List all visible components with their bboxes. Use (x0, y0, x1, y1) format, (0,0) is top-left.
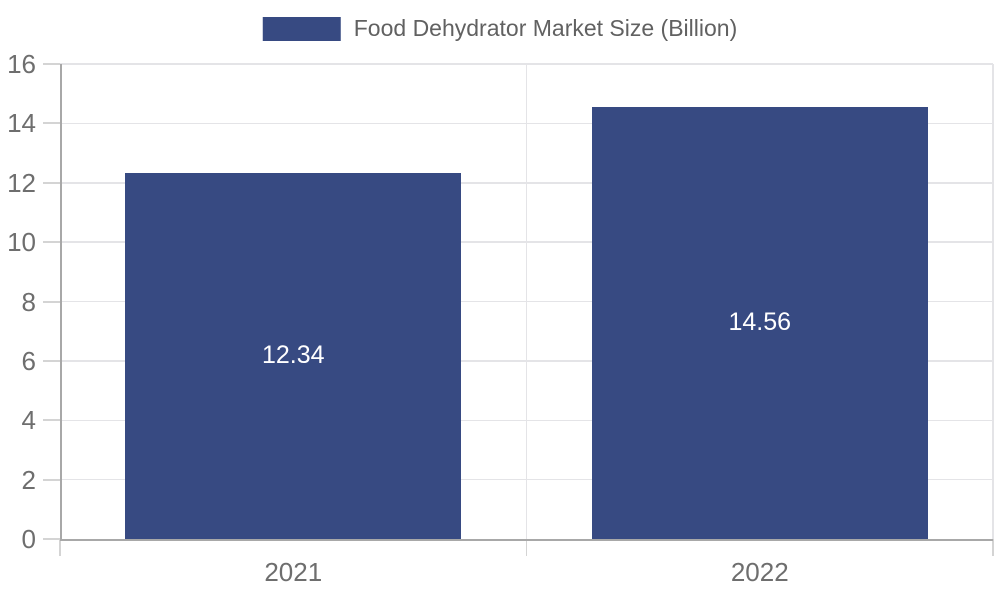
y-tick (43, 359, 60, 362)
x-tick (992, 539, 994, 556)
x-axis-line (60, 539, 993, 541)
plot-area: 12.34 2021 14.56 2022 (43, 63, 994, 587)
chart-legend[interactable]: Food Dehydrator Market Size (Billion) (262, 15, 738, 42)
x-tick-label: 2021 (264, 557, 323, 587)
x-tick (525, 539, 528, 556)
x-tick (59, 539, 61, 556)
legend-swatch-icon (262, 16, 341, 41)
legend-label: Food Dehydrator Market Size (Billion) (353, 15, 738, 41)
y-tick-label: 12 (7, 167, 36, 198)
y-tick-label: 14 (7, 108, 36, 139)
y-tick-label: 8 (21, 286, 36, 317)
y-tick (43, 122, 60, 125)
y-tick-label: 16 (7, 49, 36, 79)
y-tick-label: 4 (21, 405, 36, 436)
y-tick (43, 181, 60, 184)
x-gridline (525, 64, 528, 539)
bar-2021[interactable]: 12.34 (125, 172, 462, 539)
y-tick-label: 6 (21, 345, 36, 376)
y-axis-line (60, 64, 62, 539)
y-tick-label: 10 (7, 227, 36, 258)
bar-value-label: 12.34 (261, 341, 325, 370)
x-gridline (992, 64, 994, 539)
bar-value-label: 14.56 (728, 308, 792, 337)
y-tick (43, 419, 60, 422)
bar-2022[interactable]: 14.56 (591, 106, 928, 539)
y-axis-labels: 0 2 4 6 8 10 12 14 16 (0, 49, 36, 554)
y-tick-label: 0 (21, 524, 36, 554)
y-tick-label: 2 (21, 464, 36, 495)
y-tick (43, 538, 60, 540)
y-tick (43, 241, 60, 244)
y-tick (43, 300, 60, 303)
x-tick-label: 2022 (730, 557, 789, 587)
y-tick (43, 63, 60, 65)
y-tick (43, 478, 60, 481)
